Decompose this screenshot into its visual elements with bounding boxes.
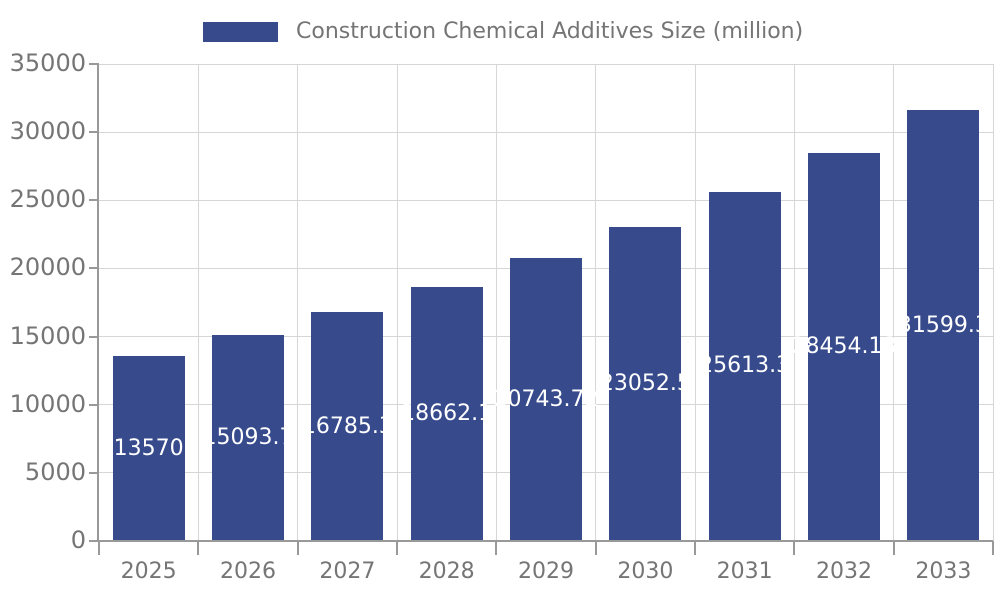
bar-value-label: 25613.3 <box>699 353 791 379</box>
x-gridline <box>595 64 597 541</box>
y-axis-tick-label: 35000 <box>9 49 86 77</box>
x-gridline <box>992 64 994 541</box>
x-axis-tick-label: 2026 <box>220 559 276 584</box>
x-axis-tick-label: 2030 <box>617 559 674 584</box>
legend-swatch-icon <box>203 22 278 42</box>
x-axis-tick <box>992 541 994 555</box>
x-axis-tick <box>495 541 498 555</box>
y-axis-tick-label: 30000 <box>9 117 86 146</box>
bar-2027[interactable] <box>311 312 384 541</box>
x-gridline <box>893 64 895 541</box>
bar-value-label: 28454.18 <box>791 334 897 360</box>
bar-value-label: 15093.7 <box>202 425 294 451</box>
x-gridline <box>197 64 199 541</box>
y-axis-tick-label: 20000 <box>9 253 86 282</box>
legend-item[interactable]: Construction Chemical Additives Size (mi… <box>203 21 803 43</box>
bar-2025[interactable] <box>112 356 185 541</box>
y-axis-tick-label: 15000 <box>9 321 86 350</box>
bar-value-label: 31599.3 <box>897 312 989 338</box>
bar-2032[interactable] <box>808 153 880 541</box>
y-axis-tick <box>89 471 99 474</box>
y-gridline <box>99 63 993 65</box>
x-gridline <box>396 64 398 541</box>
x-gridline <box>297 64 299 541</box>
y-axis-tick-label: 5000 <box>24 457 86 486</box>
x-axis-tick-label: 2029 <box>518 559 574 584</box>
x-axis-tick <box>197 541 200 555</box>
legend-label: Construction Chemical Additives Size (mi… <box>296 19 804 44</box>
x-axis-tick <box>98 541 100 555</box>
y-axis-tick <box>89 131 99 134</box>
x-axis-tick-label: 2033 <box>915 559 972 584</box>
bar-2030[interactable] <box>609 226 682 541</box>
y-axis-tick-label: 25000 <box>9 185 86 214</box>
x-gridline <box>495 64 497 541</box>
y-gridline <box>99 131 993 133</box>
x-axis-tick-label: 2032 <box>816 559 872 584</box>
bar-value-label: 13570 <box>113 435 184 461</box>
bar-2033[interactable] <box>907 110 980 541</box>
x-axis-tick-label: 2025 <box>120 559 177 584</box>
y-axis-tick-label: 0 <box>70 526 86 554</box>
bar-value-label: 20743.72 <box>493 386 599 412</box>
bar-2028[interactable] <box>410 286 483 541</box>
x-axis-tick-label: 2028 <box>418 559 475 584</box>
bar-2026[interactable] <box>212 335 284 541</box>
x-axis-line <box>89 540 993 542</box>
bar-2031[interactable] <box>708 191 781 541</box>
y-axis-tick <box>89 199 99 202</box>
y-axis-tick-label: 10000 <box>9 389 86 418</box>
x-gridline <box>694 64 696 541</box>
x-axis-tick-label: 2027 <box>319 559 376 584</box>
x-axis-tick <box>694 541 696 555</box>
y-gridline <box>99 199 993 201</box>
x-axis-tick <box>594 541 597 555</box>
x-axis-tick <box>793 541 796 555</box>
x-axis-tick <box>892 541 895 555</box>
y-axis-line <box>97 64 99 541</box>
x-axis-tick <box>396 541 398 555</box>
x-axis-tick <box>296 541 299 555</box>
bar-value-label: 18662.1 <box>401 400 493 426</box>
y-axis-tick <box>89 63 99 65</box>
y-axis-tick <box>89 267 99 270</box>
y-axis-tick <box>89 335 99 338</box>
x-gridline <box>793 64 795 541</box>
y-axis-tick <box>89 403 99 406</box>
bar-2029[interactable] <box>510 258 582 541</box>
bar-value-label: 23052.5 <box>599 370 691 396</box>
x-axis-tick-label: 2031 <box>716 559 773 584</box>
bar-value-label: 16785.3 <box>301 413 393 439</box>
